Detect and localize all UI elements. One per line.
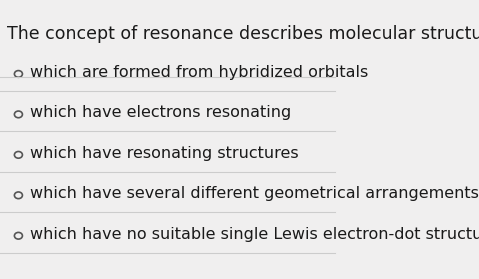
Text: which have several different geometrical arrangements: which have several different geometrical… bbox=[30, 186, 479, 201]
Text: which are formed from hybridized orbitals: which are formed from hybridized orbital… bbox=[30, 65, 368, 80]
Text: which have electrons resonating: which have electrons resonating bbox=[30, 105, 291, 121]
Text: which have no suitable single Lewis electron-dot structures: which have no suitable single Lewis elec… bbox=[30, 227, 479, 242]
Text: The concept of resonance describes molecular structures:: The concept of resonance describes molec… bbox=[7, 25, 479, 43]
Text: which have resonating structures: which have resonating structures bbox=[30, 146, 299, 161]
